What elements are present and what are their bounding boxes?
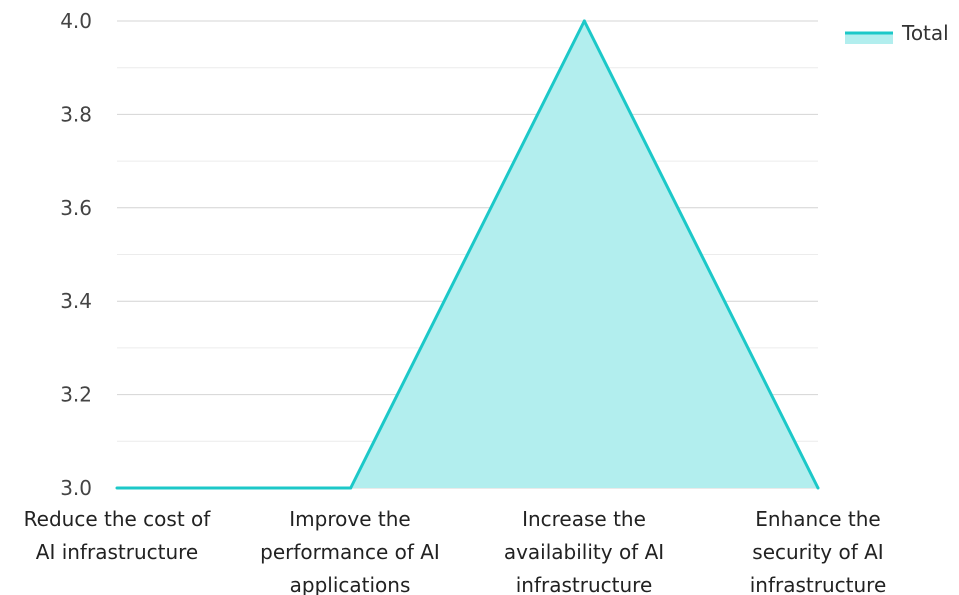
x-category-label: Increase the availability of AI infrastruc… [504,507,664,595]
data-point [582,19,586,23]
data-point [115,486,119,490]
y-tick-label: 3.6 [60,196,92,220]
x-category-label: Improve the performance of AI applications [260,507,440,595]
legend-swatch-total [845,33,893,44]
data-point [349,486,353,490]
y-tick-label: 4.0 [60,9,92,33]
plot-area [115,19,820,490]
x-axis: Reduce the cost of AI infrastructure Impro… [24,507,887,595]
x-category-label: Reduce the cost of AI infrastructure [24,507,212,564]
y-tick-label: 3.4 [60,289,92,313]
y-tick-label: 3.0 [60,476,92,500]
x-category-label: Enhance the security of AI infrastructure [750,507,887,595]
legend-label-total: Total [901,21,949,45]
y-axis: 3.0 3.2 3.4 3.6 3.8 4.0 [60,9,92,500]
legend: Total [845,21,949,45]
y-tick-label: 3.8 [60,102,92,126]
data-point [816,486,820,490]
y-tick-label: 3.2 [60,383,92,407]
series-line-total [117,19,820,490]
